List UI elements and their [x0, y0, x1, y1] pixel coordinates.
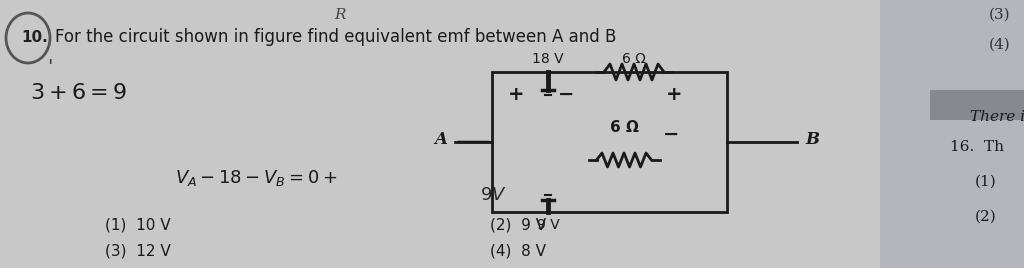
Text: (3): (3) — [988, 8, 1010, 22]
Text: +: + — [508, 84, 524, 103]
Text: (2)  9 V: (2) 9 V — [490, 218, 546, 233]
Text: 18 V: 18 V — [532, 52, 564, 66]
Text: For the circuit shown in figure find equivalent emf between A and B: For the circuit shown in figure find equ… — [55, 28, 616, 46]
Text: R: R — [334, 8, 346, 22]
Text: (4)  8 V: (4) 8 V — [490, 243, 546, 258]
Text: $3+6=9$: $3+6=9$ — [30, 82, 127, 104]
Text: (1)  10 V: (1) 10 V — [105, 218, 171, 233]
Text: 9 V: 9 V — [537, 218, 559, 232]
Text: −: − — [558, 84, 574, 103]
Text: (4): (4) — [988, 38, 1010, 52]
Text: +: + — [666, 84, 682, 103]
Text: (3)  12 V: (3) 12 V — [105, 243, 171, 258]
Text: B: B — [805, 131, 819, 147]
Bar — [880, 0, 1024, 268]
Text: (1): (1) — [975, 175, 996, 189]
Text: (2): (2) — [975, 210, 996, 224]
Bar — [930, 90, 1024, 120]
Text: $V_A-18-V_B=0+$: $V_A-18-V_B=0+$ — [175, 168, 337, 188]
Text: $9V$: $9V$ — [480, 186, 507, 204]
Text: 6 Ω: 6 Ω — [622, 52, 646, 66]
Text: There is: There is — [970, 110, 1024, 124]
Text: 6 Ω: 6 Ω — [609, 121, 638, 136]
Bar — [492, 72, 727, 212]
Text: 10.: 10. — [22, 30, 48, 45]
Text: 16.  Th: 16. Th — [950, 140, 1004, 154]
Text: ': ' — [47, 58, 52, 77]
Text: A: A — [434, 131, 447, 147]
Text: −: − — [663, 125, 679, 143]
